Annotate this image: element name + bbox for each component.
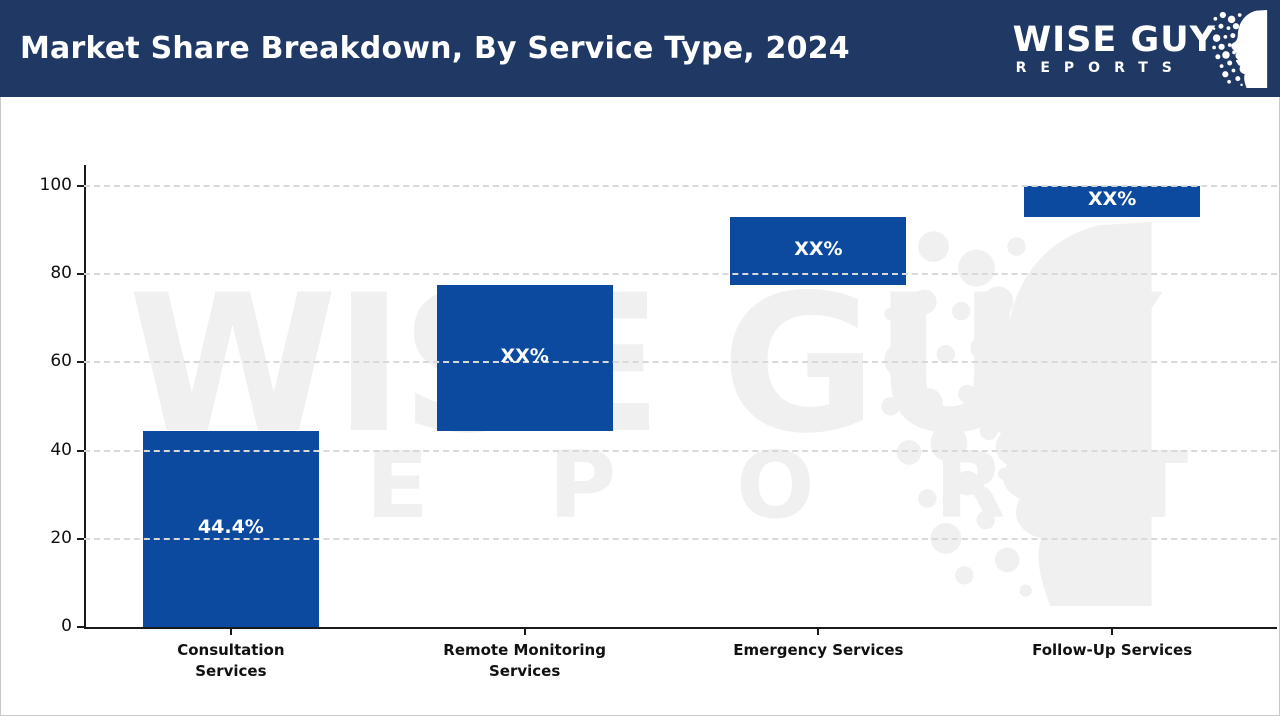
- plot-area: 0 20 40 60 80 100 44.4% Consultation Services XX%…: [0, 97, 1280, 720]
- x-category-label-line: Services: [488, 662, 561, 680]
- x-tick-follow-up-services: [1111, 629, 1114, 635]
- y-tick-80: [77, 273, 84, 276]
- bar-value-label-follow-up-services: XX%: [1087, 188, 1137, 211]
- gridline-80: [84, 273, 1277, 276]
- y-tick-label-40: 40: [50, 439, 72, 460]
- gridline-100: [84, 185, 1277, 187]
- y-tick-label-60: 60: [50, 351, 72, 372]
- x-category-label-line: Services: [195, 662, 267, 680]
- gridline-20: [84, 537, 1277, 540]
- x-category-label-line: Remote Monitoring: [443, 641, 606, 659]
- bar-value-label-remote-monitoring-services: XX%: [500, 344, 549, 367]
- y-tick-0: [77, 626, 84, 628]
- logo-reports-label: REPORTS: [1015, 60, 1186, 77]
- bar-consultation-services: [142, 431, 319, 627]
- y-tick-label-100: 100: [39, 175, 72, 195]
- x-axis-spine: [84, 627, 1277, 629]
- logo-head-icon: [1210, 10, 1270, 88]
- bar-follow-up-services: [1024, 186, 1201, 217]
- x-category-label-follow-up-services: Follow-Up Services: [967, 640, 1257, 661]
- y-tick-60: [77, 361, 84, 364]
- y-tick-label-80: 80: [50, 263, 72, 284]
- x-category-label-line: Consultation: [177, 641, 285, 659]
- x-tick-emergency-services: [817, 629, 820, 635]
- y-axis-spine: [84, 165, 86, 629]
- x-category-label-emergency-services: Emergency Services: [673, 640, 963, 661]
- x-category-label-remote-monitoring-services: Remote Monitoring Services: [380, 640, 670, 682]
- y-tick-label-20: 20: [50, 527, 72, 548]
- logo-wiseguy-label: WISE GUY: [1012, 19, 1216, 60]
- gridline-60: [84, 361, 1277, 364]
- wise-guy-reports-logo: WISE GUY REPORTS: [1013, 6, 1270, 92]
- y-tick-100: [77, 185, 84, 187]
- y-tick-label-0: 0: [61, 616, 72, 636]
- bar-remote-monitoring-services: [436, 284, 613, 432]
- x-tick-consultation-services: [229, 629, 232, 635]
- logo-text: WISE GUY REPORTS: [1012, 19, 1216, 77]
- y-tick-20: [77, 537, 84, 540]
- chart-title: Market Share Breakdown, By Service Type,…: [20, 31, 850, 66]
- gridline-40: [84, 449, 1277, 452]
- x-category-label-line: Emergency Services: [733, 641, 904, 659]
- x-category-label-consultation-services: Consultation Services: [86, 640, 376, 682]
- y-tick-40: [77, 449, 84, 452]
- bar-value-label-emergency-services: XX%: [794, 237, 843, 260]
- header: Market Share Breakdown, By Service Type,…: [0, 0, 1280, 97]
- bar-value-label-consultation-services: 44.4%: [197, 516, 264, 539]
- x-tick-remote-monitoring-services: [523, 629, 526, 635]
- x-category-label-line: Follow-Up Services: [1032, 641, 1193, 659]
